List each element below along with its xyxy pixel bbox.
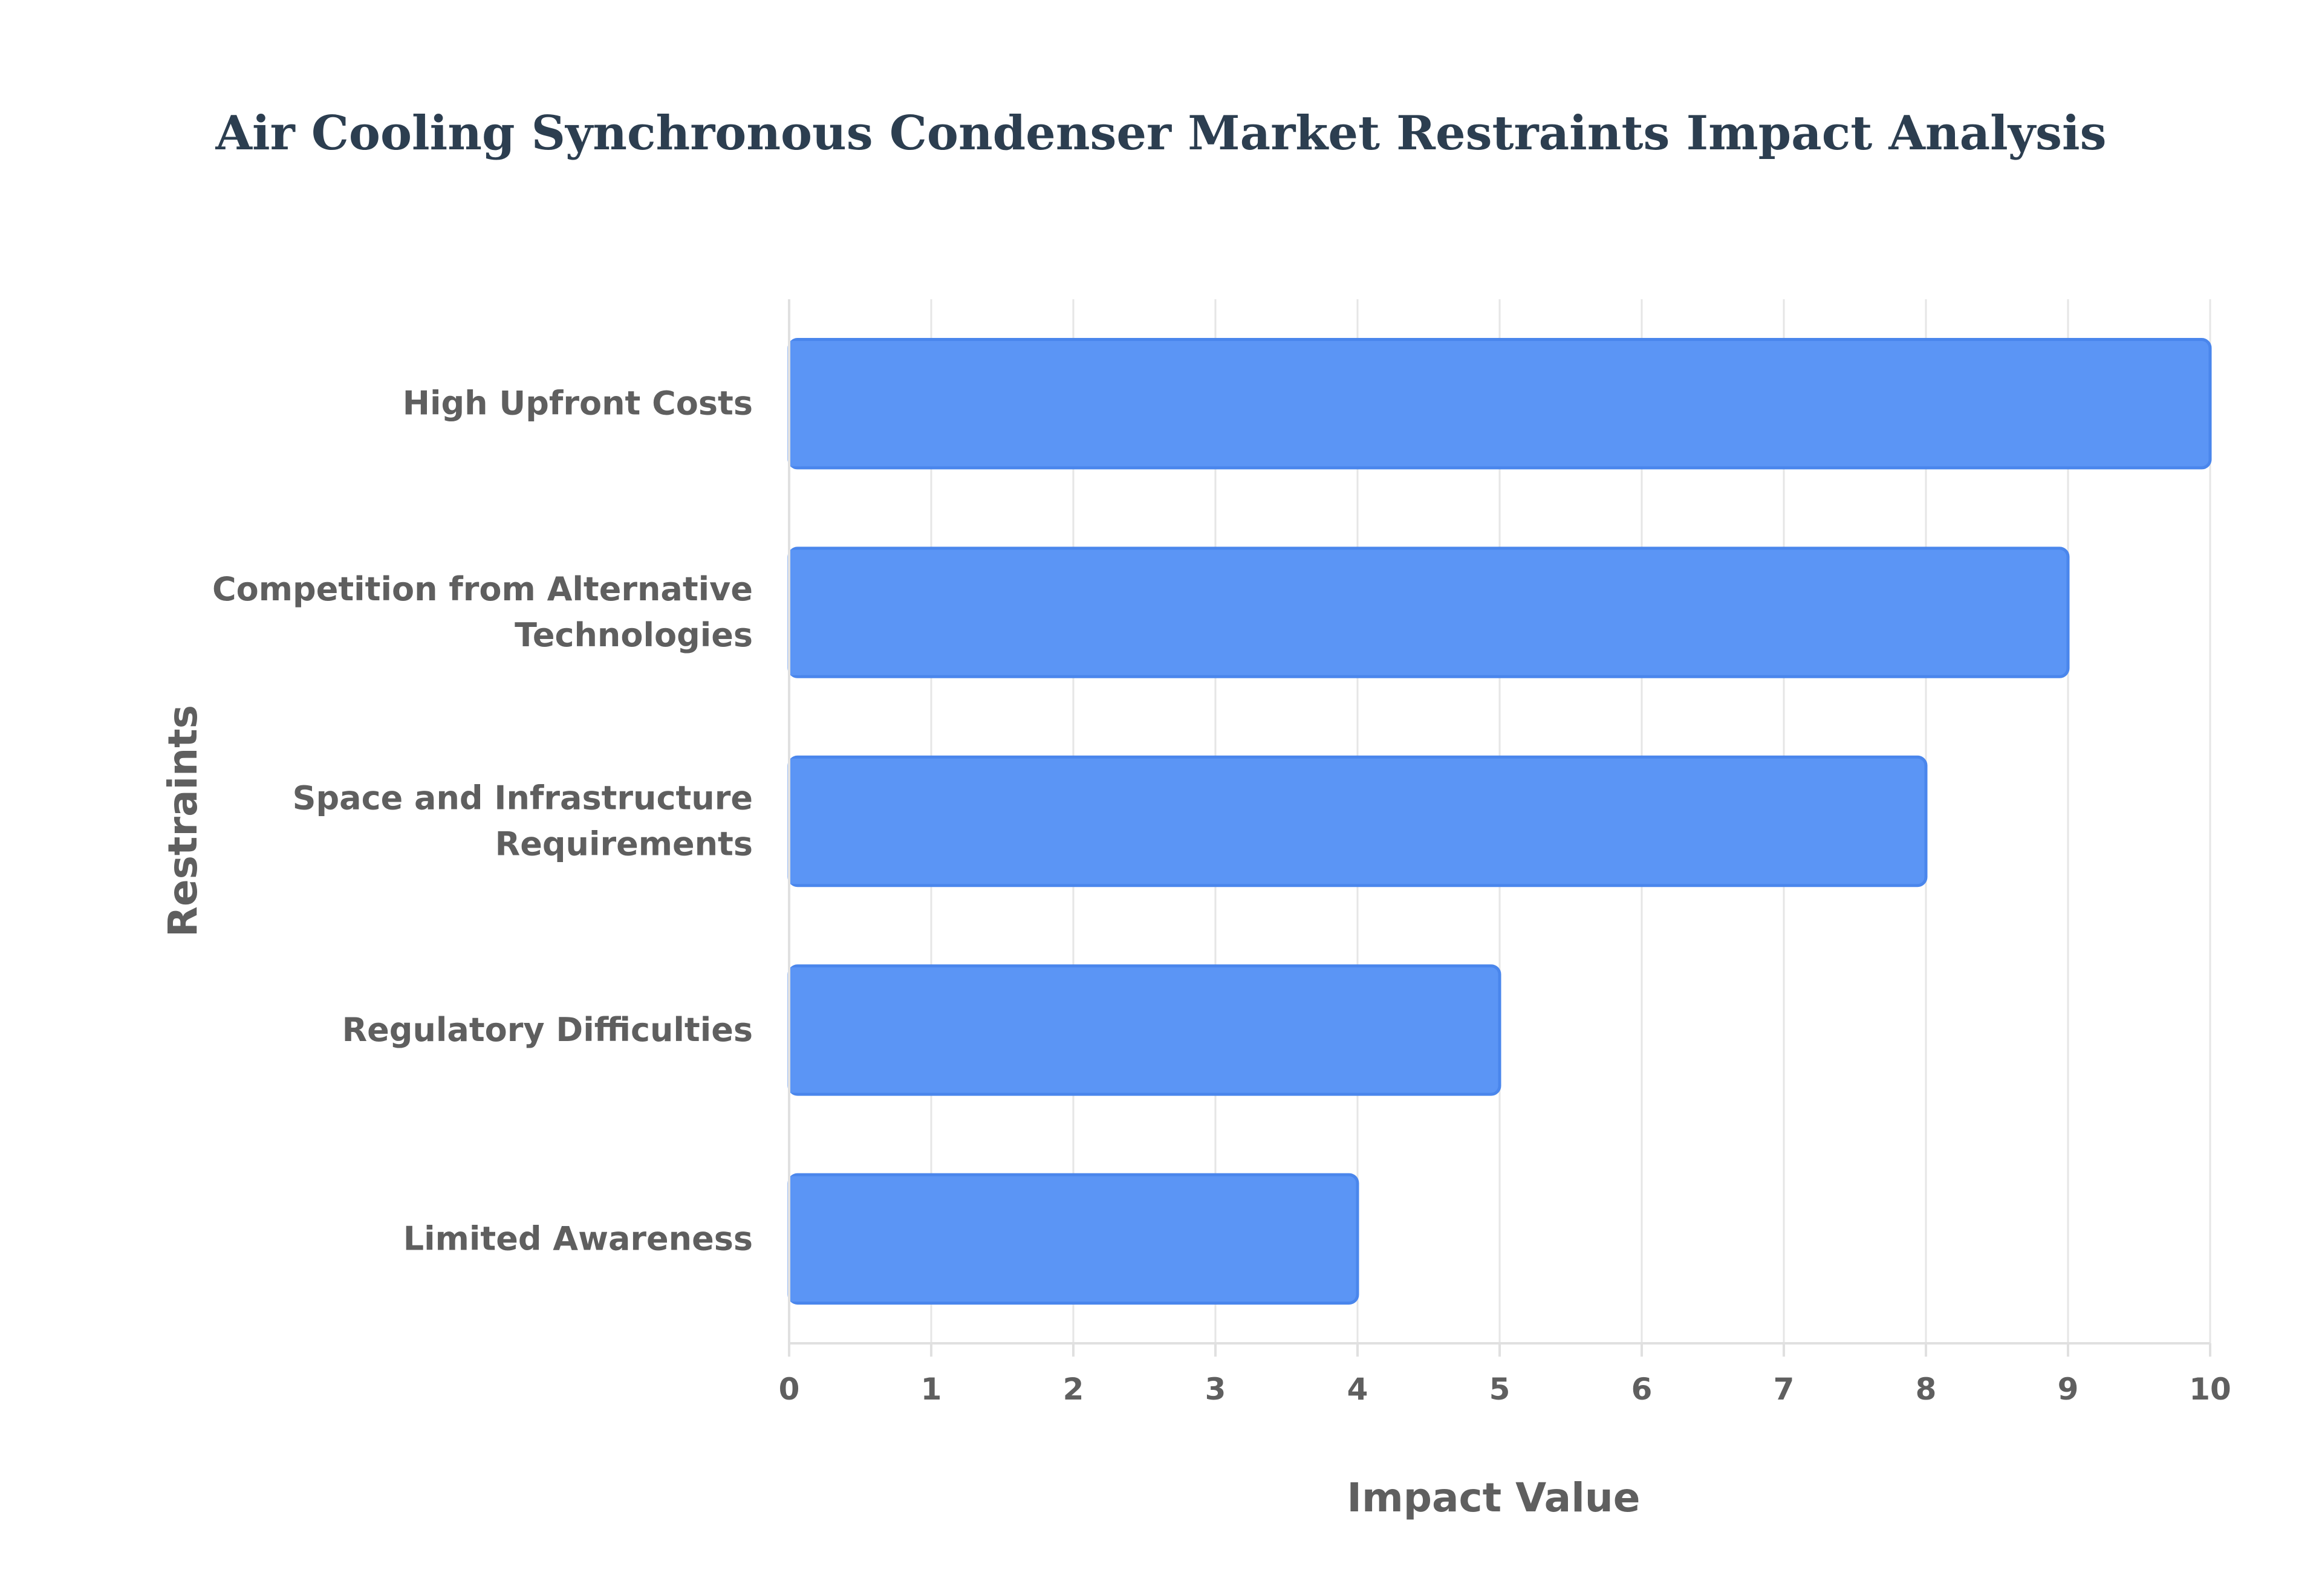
- category-label: Technologies: [515, 616, 753, 654]
- x-tick-label: 5: [1489, 1372, 1511, 1407]
- bar: [787, 755, 1928, 887]
- x-tick-label: 6: [1631, 1372, 1653, 1407]
- category-label: Competition from Alternative: [212, 570, 753, 608]
- x-tick-label: 10: [2189, 1372, 2231, 1407]
- x-axis-title: Impact Value: [1347, 1474, 1640, 1521]
- x-tick-label: 1: [921, 1372, 942, 1407]
- category-labels: High Upfront Costs Competition from Alter…: [212, 384, 753, 1258]
- x-tick-labels: 0 1 2 3 4 5 6 7 8 9 10: [779, 1372, 2231, 1407]
- category-label: Limited Awareness: [403, 1219, 753, 1257]
- x-tick-label: 7: [1774, 1372, 1795, 1407]
- category-label: Requirements: [495, 825, 753, 863]
- bar-base: [789, 1176, 801, 1302]
- bar-base: [789, 340, 801, 467]
- x-tick-label: 8: [1916, 1372, 1937, 1407]
- x-tick-label: 2: [1063, 1372, 1084, 1407]
- bar-base: [789, 758, 801, 884]
- bars: [787, 337, 2212, 1305]
- x-tick-label: 0: [779, 1372, 800, 1407]
- x-tick-label: 4: [1347, 1372, 1368, 1407]
- category-label: Space and Infrastructure: [293, 779, 753, 817]
- bar: [787, 964, 1501, 1096]
- category-label: High Upfront Costs: [403, 384, 753, 423]
- x-tick-label: 9: [2058, 1372, 2079, 1407]
- bar-base: [789, 967, 801, 1093]
- axes: [788, 299, 2211, 1357]
- x-tick-label: 3: [1205, 1372, 1226, 1407]
- bar-base: [789, 550, 801, 675]
- category-label: Regulatory Difficulties: [342, 1011, 753, 1049]
- bar: [787, 337, 2212, 470]
- chart-title: Air Cooling Synchronous Condenser Market…: [215, 106, 2107, 161]
- bar: [787, 547, 2070, 678]
- y-axis-title: Restraints: [160, 705, 206, 937]
- bar: [787, 1173, 1359, 1305]
